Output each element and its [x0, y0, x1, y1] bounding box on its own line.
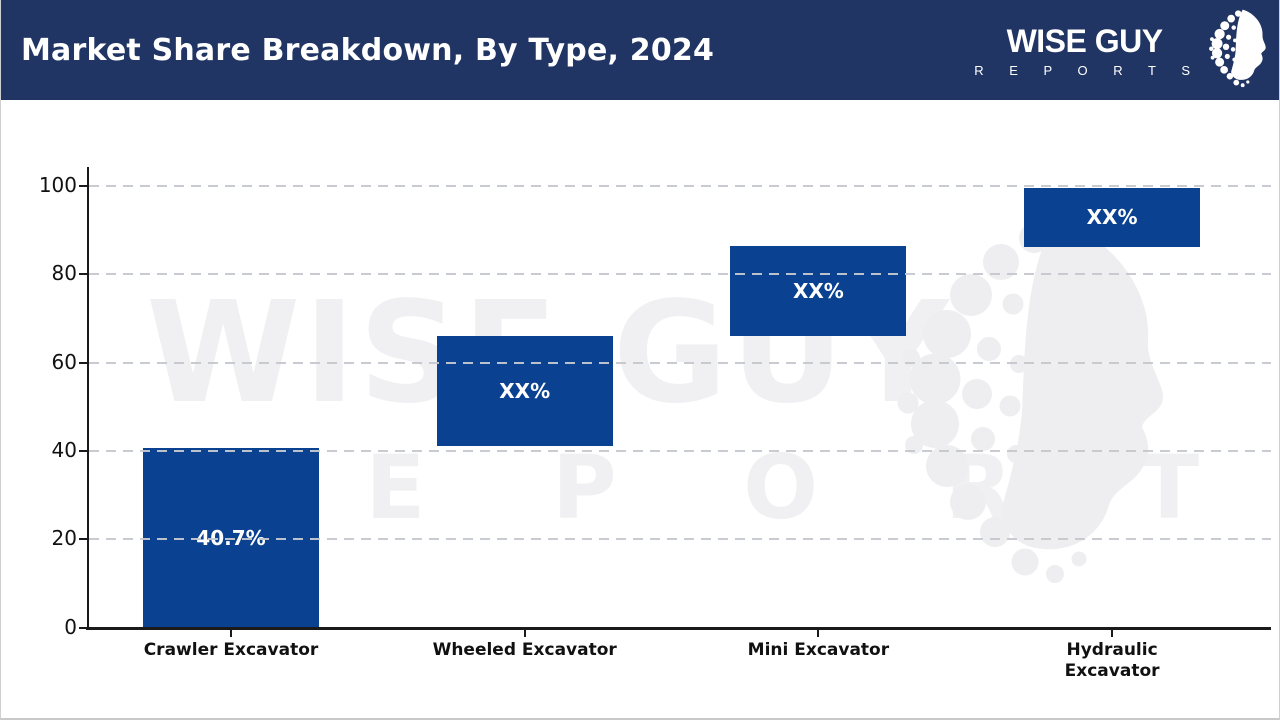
x-tick-label: Mini Excavator	[747, 640, 890, 660]
gridline	[89, 449, 1271, 452]
watermark-face-dots-icon	[897, 220, 1163, 583]
x-tick-label: Hydraulic Excavator	[1064, 640, 1160, 681]
bar-value-label: 40.7%	[196, 525, 266, 550]
y-tick-mark	[79, 449, 88, 452]
y-tick-label: 100	[38, 173, 77, 197]
bar-segment: XX%	[436, 336, 613, 447]
y-tick-mark	[79, 185, 88, 187]
x-tick-label: Wheeled Excavator	[432, 640, 617, 660]
x-tick-mark	[230, 630, 232, 637]
y-tick-label: 80	[51, 261, 77, 286]
gridline	[89, 273, 1271, 276]
brand-logo: WISE GUY R E P O R T S	[968, 0, 1267, 100]
x-axis-spine	[86, 627, 1271, 630]
y-tick-label: 0	[64, 614, 77, 639]
brand-face-dots-icon	[1209, 9, 1266, 88]
gridline	[89, 361, 1271, 364]
brand-subtitle: R E P O R T S	[974, 62, 1201, 78]
x-tick-mark	[1111, 630, 1114, 637]
y-tick-label: 60	[51, 349, 77, 374]
bar-value-label: XX%	[792, 279, 844, 304]
brand-wordmark: WISE GUY R E P O R T S	[968, 23, 1201, 78]
bar-segment: XX%	[730, 246, 907, 337]
y-tick-label: 40	[51, 437, 77, 462]
x-tick-label: Crawler Excavator	[143, 640, 319, 660]
gridline	[89, 538, 1271, 541]
x-tick-mark	[817, 630, 820, 637]
page-title: Market Share Breakdown, By Type, 2024	[21, 32, 715, 68]
bar-segment: 40.7%	[143, 447, 319, 628]
y-tick-label: 20	[51, 526, 77, 551]
bar-segment: XX%	[1024, 187, 1201, 247]
y-axis-spine	[87, 167, 89, 630]
y-tick-mark	[79, 626, 88, 629]
x-tick-mark	[523, 630, 526, 637]
y-tick-mark	[79, 273, 88, 276]
bar-value-label: XX%	[1086, 205, 1138, 230]
y-tick-mark	[79, 361, 88, 364]
bar-value-label: XX%	[499, 379, 551, 404]
header-bar: Market Share Breakdown, By Type, 2024 WI…	[1, 0, 1279, 100]
brand-name: WISE GUY	[1006, 22, 1164, 59]
gridline	[89, 185, 1271, 187]
y-tick-mark	[79, 538, 88, 541]
